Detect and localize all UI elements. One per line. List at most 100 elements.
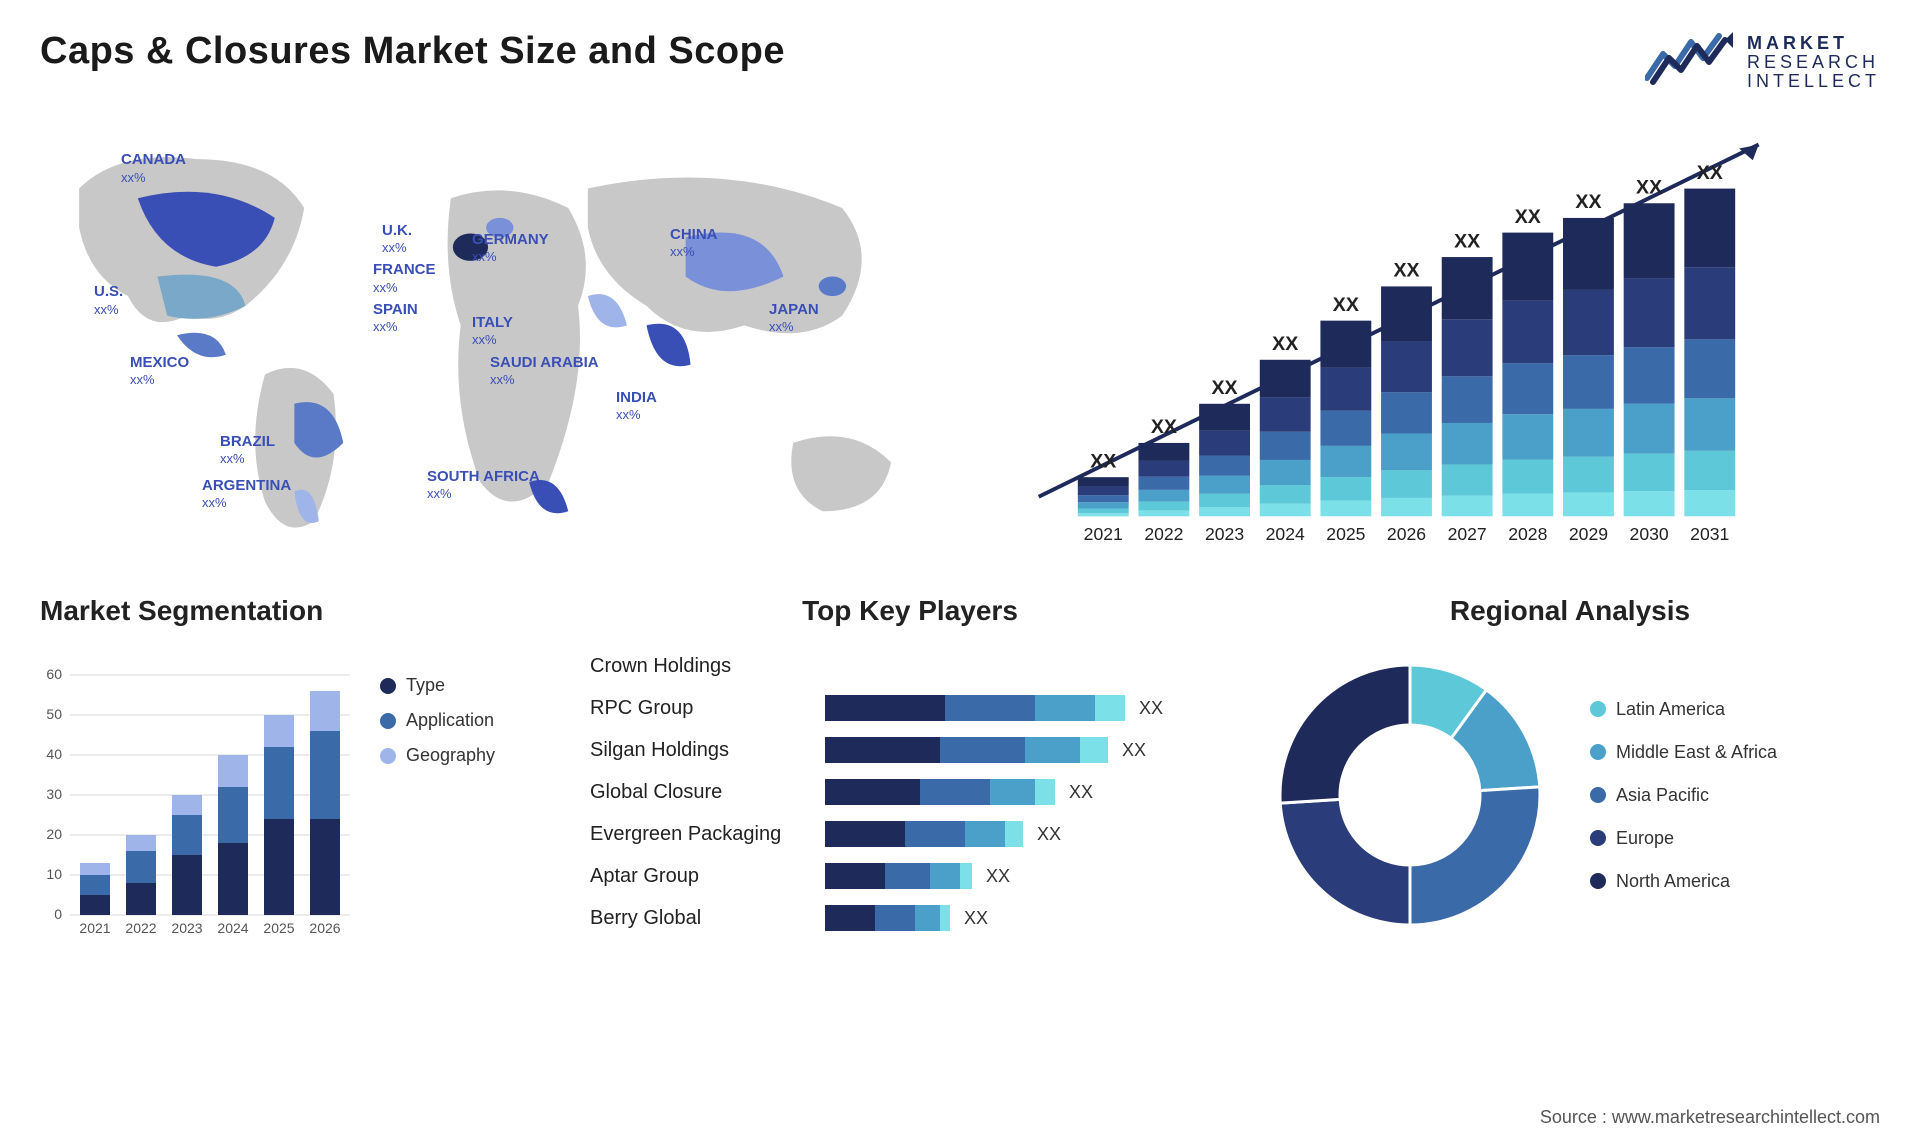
player-value: XX [964, 908, 988, 929]
svg-text:2021: 2021 [79, 920, 110, 936]
player-value: XX [1139, 698, 1163, 719]
player-name: Silgan Holdings [590, 739, 825, 762]
player-bar [825, 779, 1055, 805]
player-row: Berry Global XX [590, 897, 1230, 939]
logo-line2: RESEARCH [1747, 53, 1880, 72]
player-name: Aptar Group [590, 865, 825, 888]
svg-text:2025: 2025 [1326, 524, 1365, 544]
player-value: XX [1037, 824, 1061, 845]
legend-item: Middle East & Africa [1590, 742, 1777, 763]
svg-text:XX: XX [1393, 260, 1419, 282]
world-map-panel: CANADAxx%U.S.xx%MEXICOxx%BRAZILxx%ARGENT… [40, 125, 940, 565]
svg-text:2028: 2028 [1508, 524, 1547, 544]
map-label: BRAZILxx% [220, 433, 275, 468]
legend-item: Asia Pacific [1590, 785, 1777, 806]
svg-text:2025: 2025 [263, 920, 294, 936]
regional-title: Regional Analysis [1260, 595, 1880, 627]
player-value: XX [1122, 740, 1146, 761]
player-bar [825, 695, 1125, 721]
svg-text:XX: XX [1575, 191, 1601, 213]
segmentation-panel: Market Segmentation 01020304050602021202… [40, 595, 560, 945]
legend-item: Latin America [1590, 699, 1777, 720]
player-value: XX [986, 866, 1010, 887]
player-row: RPC Group XX [590, 687, 1230, 729]
bottom-row: Market Segmentation 01020304050602021202… [40, 595, 1880, 945]
svg-text:2024: 2024 [1266, 524, 1305, 544]
map-label: ITALYxx% [472, 314, 513, 349]
svg-text:60: 60 [46, 666, 62, 682]
player-row: Global Closure XX [590, 771, 1230, 813]
svg-text:2026: 2026 [1387, 524, 1426, 544]
svg-text:XX: XX [1333, 294, 1359, 316]
player-bar [825, 905, 950, 931]
map-label: SPAINxx% [373, 301, 418, 336]
map-label: CANADAxx% [121, 151, 186, 186]
players-list: Crown HoldingsRPC GroupXXSilgan Holdings… [590, 645, 1230, 939]
svg-text:XX: XX [1697, 162, 1723, 184]
svg-text:2021: 2021 [1084, 524, 1123, 544]
player-row: Crown Holdings [590, 645, 1230, 687]
map-label: SOUTH AFRICAxx% [427, 468, 540, 503]
player-name: Global Closure [590, 781, 825, 804]
segmentation-chart: 0102030405060202120222023202420252026 [40, 645, 360, 945]
player-name: Crown Holdings [590, 655, 825, 678]
map-label: ARGENTINAxx% [202, 477, 291, 512]
svg-text:10: 10 [46, 866, 62, 882]
page-title: Caps & Closures Market Size and Scope [40, 30, 785, 73]
players-panel: Top Key Players Crown Holdings RPC Group X… [590, 595, 1230, 945]
map-label: U.K.xx% [382, 222, 412, 257]
legend-item: North America [1590, 871, 1777, 892]
logo-text: MARKET RESEARCH INTELLECT [1747, 34, 1880, 91]
player-row: Evergreen Packaging XX [590, 813, 1230, 855]
map-label: CHINAxx% [670, 226, 718, 261]
svg-text:2024: 2024 [217, 920, 248, 936]
svg-text:20: 20 [46, 826, 62, 842]
svg-text:XX: XX [1151, 416, 1177, 438]
legend-item: Application [380, 710, 495, 731]
svg-text:XX: XX [1212, 377, 1238, 399]
growth-chart-panel: XX 2021 XX 2022 XX 2023 XX 2024 XX 2025 XX 2026 XX 20… [980, 125, 1880, 565]
svg-text:2029: 2029 [1569, 524, 1608, 544]
svg-text:30: 30 [46, 786, 62, 802]
source-text: Source : www.marketresearchintellect.com [1540, 1107, 1880, 1128]
growth-chart: XX 2021 XX 2022 XX 2023 XX 2024 XX 2025 XX 2026 XX 20… [980, 125, 1880, 555]
player-name: Berry Global [590, 907, 825, 930]
player-row: Silgan Holdings XX [590, 729, 1230, 771]
svg-text:2022: 2022 [1144, 524, 1183, 544]
map-label: U.S.xx% [94, 283, 123, 318]
svg-text:2023: 2023 [1205, 524, 1244, 544]
svg-text:2022: 2022 [125, 920, 156, 936]
svg-text:40: 40 [46, 746, 62, 762]
regional-legend: Latin America Middle East & Africa Asia Pa… [1590, 699, 1777, 892]
top-row: CANADAxx%U.S.xx%MEXICOxx%BRAZILxx%ARGENT… [40, 125, 1880, 565]
svg-text:2030: 2030 [1630, 524, 1669, 544]
map-label: GERMANYxx% [472, 231, 549, 266]
map-label: FRANCExx% [373, 261, 436, 296]
regional-donut [1260, 645, 1560, 945]
map-label: JAPANxx% [769, 301, 819, 336]
svg-text:2031: 2031 [1690, 524, 1729, 544]
player-name: RPC Group [590, 697, 825, 720]
svg-text:XX: XX [1272, 333, 1298, 355]
player-bar [825, 737, 1108, 763]
player-bar [825, 821, 1023, 847]
svg-text:XX: XX [1090, 450, 1116, 472]
player-bar [825, 863, 972, 889]
header: Caps & Closures Market Size and Scope MA… [40, 30, 1880, 95]
legend-item: Geography [380, 745, 495, 766]
segmentation-legend: TypeApplicationGeography [380, 675, 495, 766]
svg-text:XX: XX [1515, 206, 1541, 228]
logo-mark-icon [1645, 30, 1735, 95]
player-name: Evergreen Packaging [590, 823, 825, 846]
map-label: INDIAxx% [616, 389, 657, 424]
svg-text:2027: 2027 [1448, 524, 1487, 544]
svg-text:0: 0 [54, 906, 62, 922]
logo-line1: MARKET [1747, 34, 1880, 53]
brand-logo: MARKET RESEARCH INTELLECT [1645, 30, 1880, 95]
svg-text:50: 50 [46, 706, 62, 722]
svg-text:2026: 2026 [309, 920, 340, 936]
player-row: Aptar Group XX [590, 855, 1230, 897]
player-value: XX [1069, 782, 1093, 803]
regional-panel: Regional Analysis Latin America Middle Ea… [1260, 595, 1880, 945]
players-title: Top Key Players [590, 595, 1230, 627]
